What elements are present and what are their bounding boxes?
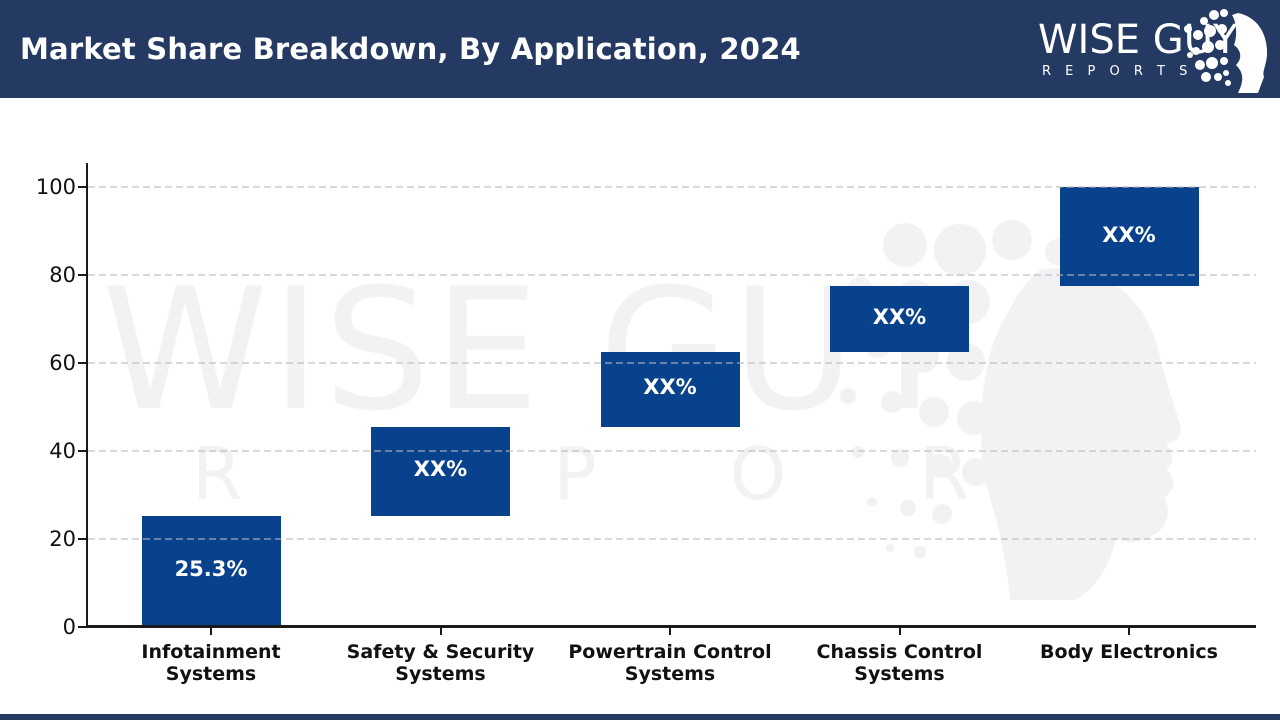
x-axis-label: Infotainment Systems xyxy=(141,641,281,685)
waterfall-bar xyxy=(1059,187,1199,286)
header-bar: Market Share Breakdown, By Application, … xyxy=(0,0,1280,98)
y-axis-tick-label: 40 xyxy=(49,439,76,463)
y-axis-tick xyxy=(78,186,86,188)
logo-wordmark: WISE GUY xyxy=(1038,17,1238,63)
y-axis-tick xyxy=(78,538,86,540)
y-axis-tick xyxy=(78,362,86,364)
y-axis-tick-label: 20 xyxy=(49,527,76,551)
gridline xyxy=(88,450,1256,452)
bar-value-label: 25.3% xyxy=(174,557,248,582)
x-axis-tick xyxy=(669,628,671,635)
y-axis-tick-label: 80 xyxy=(49,263,76,287)
page-title: Market Share Breakdown, By Application, … xyxy=(20,32,801,66)
x-axis-line xyxy=(86,625,1256,628)
x-axis-tick xyxy=(210,628,212,635)
x-axis-tick xyxy=(439,628,442,635)
x-axis-label: Chassis Control Systems xyxy=(816,641,983,685)
waterfall-bar xyxy=(371,426,510,516)
gridline xyxy=(88,186,1256,188)
y-axis-tick-label: 100 xyxy=(35,175,76,199)
bar-value-label: XX% xyxy=(643,375,697,400)
y-axis-tick xyxy=(78,450,86,452)
y-axis-line xyxy=(86,163,88,628)
x-axis-label: Safety & Security Systems xyxy=(346,641,535,685)
x-axis-tick xyxy=(1128,628,1130,635)
waterfall-bar xyxy=(600,352,740,427)
logo-head-profile-icon xyxy=(1184,9,1268,93)
y-axis-tick-label: 0 xyxy=(62,615,76,639)
logo-reports-text: R E P O R T S xyxy=(1042,64,1192,79)
bar-value-label: XX% xyxy=(1102,222,1156,247)
y-axis-tick xyxy=(78,626,86,628)
bar-value-label: XX% xyxy=(413,457,468,482)
bar-value-label: XX% xyxy=(872,305,927,329)
watermark-wordmark: WISE GUY xyxy=(102,252,964,448)
gridline xyxy=(88,274,1256,276)
y-axis-tick xyxy=(78,274,86,276)
waterfall-bar xyxy=(830,286,969,352)
waterfall-bar xyxy=(141,515,281,627)
x-axis-label: Body Electronics xyxy=(1040,641,1218,663)
x-axis-label: Powertrain Control Systems xyxy=(568,641,772,685)
footer-bar xyxy=(0,714,1280,720)
y-axis-tick-label: 60 xyxy=(49,351,76,375)
wise-guy-logo: WISE GUY R E P O R T S xyxy=(1038,9,1268,93)
x-axis-tick xyxy=(898,628,901,635)
gridline xyxy=(88,538,1256,540)
gridline xyxy=(88,362,1256,364)
